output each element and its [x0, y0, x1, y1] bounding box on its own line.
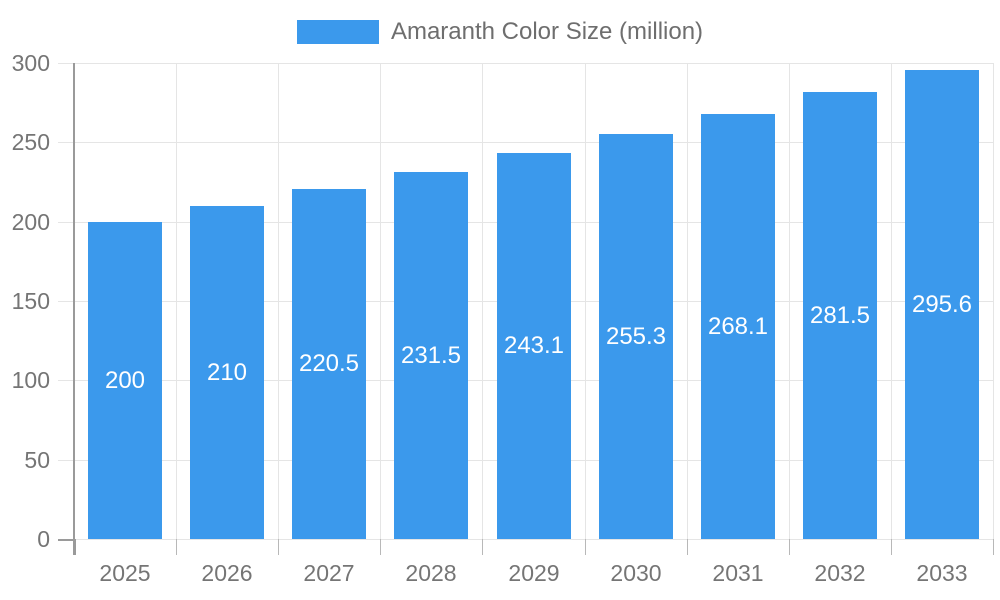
x-axis-tick	[74, 539, 76, 555]
x-axis-tick	[687, 539, 688, 555]
y-tick-label: 200	[11, 209, 50, 235]
bar[interactable]: 210	[190, 206, 264, 539]
x-tick-label: 2029	[508, 560, 560, 586]
bar-value-label: 281.5	[809, 301, 871, 329]
bar[interactable]: 281.5	[803, 92, 877, 539]
y-tick-label: 300	[11, 50, 50, 76]
x-gridline	[176, 63, 177, 539]
legend-swatch-icon	[296, 20, 379, 44]
bar[interactable]: 243.1	[497, 153, 571, 539]
y-axis-tick	[58, 142, 74, 143]
y-gridline	[74, 539, 993, 540]
x-tick-label: 2031	[712, 560, 764, 586]
y-axis-tick	[58, 460, 74, 461]
y-gridline	[74, 63, 993, 64]
x-gridline	[380, 63, 381, 539]
y-axis-tick	[58, 539, 74, 541]
y-axis-line	[73, 63, 75, 555]
y-tick-label: 250	[11, 129, 50, 155]
bar[interactable]: 255.3	[599, 134, 673, 539]
x-gridline	[993, 63, 994, 539]
x-gridline	[687, 63, 688, 539]
x-axis-tick	[585, 539, 586, 555]
y-tick-label: 50	[24, 447, 50, 473]
x-axis-tick	[789, 539, 790, 555]
bar[interactable]: 200	[88, 222, 162, 539]
x-axis-tick	[278, 539, 279, 555]
y-axis-tick	[58, 222, 74, 223]
bar-value-label: 268.1	[707, 312, 769, 340]
x-axis-tick	[891, 539, 892, 555]
x-tick-label: 2033	[916, 560, 968, 586]
bar-value-label: 220.5	[298, 350, 360, 377]
y-axis-tick	[58, 63, 74, 64]
x-tick-label: 2027	[303, 560, 355, 586]
bar[interactable]: 268.1	[701, 114, 775, 539]
x-gridline	[482, 63, 483, 539]
x-axis-tick	[380, 539, 381, 555]
bar-value-label: 255.3	[605, 322, 667, 350]
bar-value-label: 200	[104, 366, 146, 394]
x-axis-tick	[993, 539, 994, 555]
y-tick-label: 0	[37, 526, 50, 552]
bar[interactable]: 295.6	[905, 70, 979, 539]
x-tick-label: 2028	[405, 560, 457, 586]
x-axis-tick	[176, 539, 177, 555]
y-axis-tick	[58, 380, 74, 381]
bar-value-label: 295.6	[911, 290, 973, 318]
x-gridline	[585, 63, 586, 539]
x-tick-label: 2026	[201, 560, 253, 586]
x-tick-label: 2032	[814, 560, 866, 586]
y-gridline	[74, 142, 993, 143]
bar-value-label: 243.1	[503, 332, 565, 359]
legend-label: Amaranth Color Size (million)	[390, 18, 704, 45]
bar[interactable]: 220.5	[292, 189, 366, 539]
bar[interactable]: 231.5	[394, 172, 468, 539]
x-tick-label: 2030	[610, 560, 662, 586]
legend[interactable]: Amaranth Color Size (million)	[0, 18, 1000, 46]
x-gridline	[891, 63, 892, 539]
bar-value-label: 210	[206, 358, 248, 386]
y-tick-label: 150	[11, 288, 50, 314]
x-tick-label: 2025	[99, 560, 151, 586]
x-gridline	[789, 63, 790, 539]
x-axis-tick	[482, 539, 483, 555]
y-tick-label: 100	[11, 367, 50, 393]
bar-value-label: 231.5	[400, 341, 462, 369]
y-axis-tick	[58, 301, 74, 302]
x-gridline	[278, 63, 279, 539]
